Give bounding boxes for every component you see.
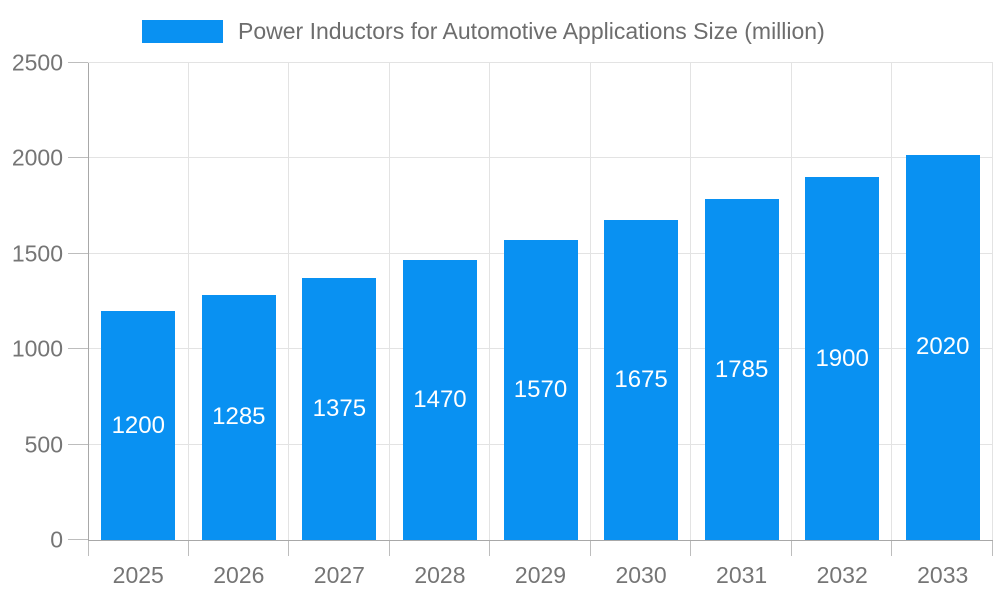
bar-value-label: 1200 bbox=[111, 411, 165, 439]
y-tick bbox=[68, 62, 88, 63]
legend-swatch[interactable] bbox=[142, 20, 223, 43]
x-axis-tick-label: 2028 bbox=[414, 562, 466, 588]
y-tick bbox=[68, 443, 88, 445]
bar-value-label: 1285 bbox=[212, 403, 266, 431]
bar[interactable] bbox=[805, 177, 880, 540]
x-axis-tick-label: 2033 bbox=[917, 562, 969, 588]
x-tick bbox=[88, 540, 89, 556]
y-axis-tick-label: 500 bbox=[24, 431, 63, 458]
x-tick bbox=[891, 540, 893, 556]
bar-value-label: 2020 bbox=[916, 333, 970, 361]
gridline-v bbox=[288, 63, 290, 540]
gridline-h bbox=[88, 157, 993, 159]
y-axis-tick-label: 0 bbox=[50, 526, 63, 553]
x-axis-tick-label: 2031 bbox=[716, 562, 768, 588]
x-tick bbox=[187, 540, 189, 556]
gridline-v bbox=[992, 63, 993, 540]
x-tick bbox=[288, 540, 290, 556]
bar-value-label: 1375 bbox=[312, 394, 367, 422]
gridline-v bbox=[589, 63, 591, 540]
x-axis-tick-label: 2026 bbox=[213, 562, 265, 588]
y-axis-tick-label: 1500 bbox=[11, 240, 63, 267]
x-axis-line bbox=[88, 540, 993, 541]
x-tick bbox=[388, 540, 390, 556]
legend-label: Power Inductors for Automotive Applicati… bbox=[238, 18, 825, 44]
y-axis-line bbox=[88, 63, 89, 540]
bar[interactable] bbox=[604, 220, 679, 540]
gridline-v bbox=[489, 63, 491, 540]
x-tick bbox=[690, 540, 692, 556]
gridline-v bbox=[187, 63, 189, 540]
bar-value-label: 1570 bbox=[513, 376, 568, 404]
y-tick bbox=[68, 252, 88, 254]
x-axis-tick-label: 2032 bbox=[816, 562, 868, 588]
y-tick bbox=[68, 157, 88, 159]
x-axis-tick-label: 2029 bbox=[514, 562, 567, 588]
legend[interactable]: Power Inductors for Automotive Applicati… bbox=[142, 20, 825, 43]
bar[interactable] bbox=[905, 154, 980, 540]
y-axis-tick-label: 2000 bbox=[11, 144, 63, 171]
x-tick bbox=[992, 540, 993, 556]
y-tick bbox=[68, 539, 88, 540]
x-tick bbox=[790, 540, 792, 556]
gridline-v bbox=[690, 63, 692, 540]
gridline-v bbox=[388, 63, 390, 540]
bar[interactable] bbox=[503, 240, 578, 540]
bar-value-label: 1900 bbox=[815, 344, 869, 372]
x-axis-tick-label: 2025 bbox=[112, 562, 164, 588]
gridline-v bbox=[790, 63, 792, 540]
y-axis-tick-label: 1000 bbox=[11, 335, 63, 362]
x-tick bbox=[589, 540, 591, 556]
bar-value-label: 1470 bbox=[413, 385, 467, 413]
x-axis-tick-label: 2027 bbox=[313, 562, 365, 588]
y-tick bbox=[68, 348, 88, 350]
bar[interactable] bbox=[402, 259, 477, 540]
gridline-v bbox=[891, 63, 893, 540]
x-tick bbox=[489, 540, 491, 556]
bar[interactable] bbox=[302, 277, 377, 540]
y-axis-tick-label: 2500 bbox=[11, 49, 63, 76]
gridline-h bbox=[88, 62, 993, 63]
bar-value-label: 1675 bbox=[614, 366, 668, 394]
bar-value-label: 1785 bbox=[714, 355, 769, 383]
bar[interactable] bbox=[201, 294, 276, 540]
bar[interactable] bbox=[704, 199, 779, 540]
x-axis-tick-label: 2030 bbox=[615, 562, 667, 588]
bar[interactable] bbox=[101, 311, 176, 540]
